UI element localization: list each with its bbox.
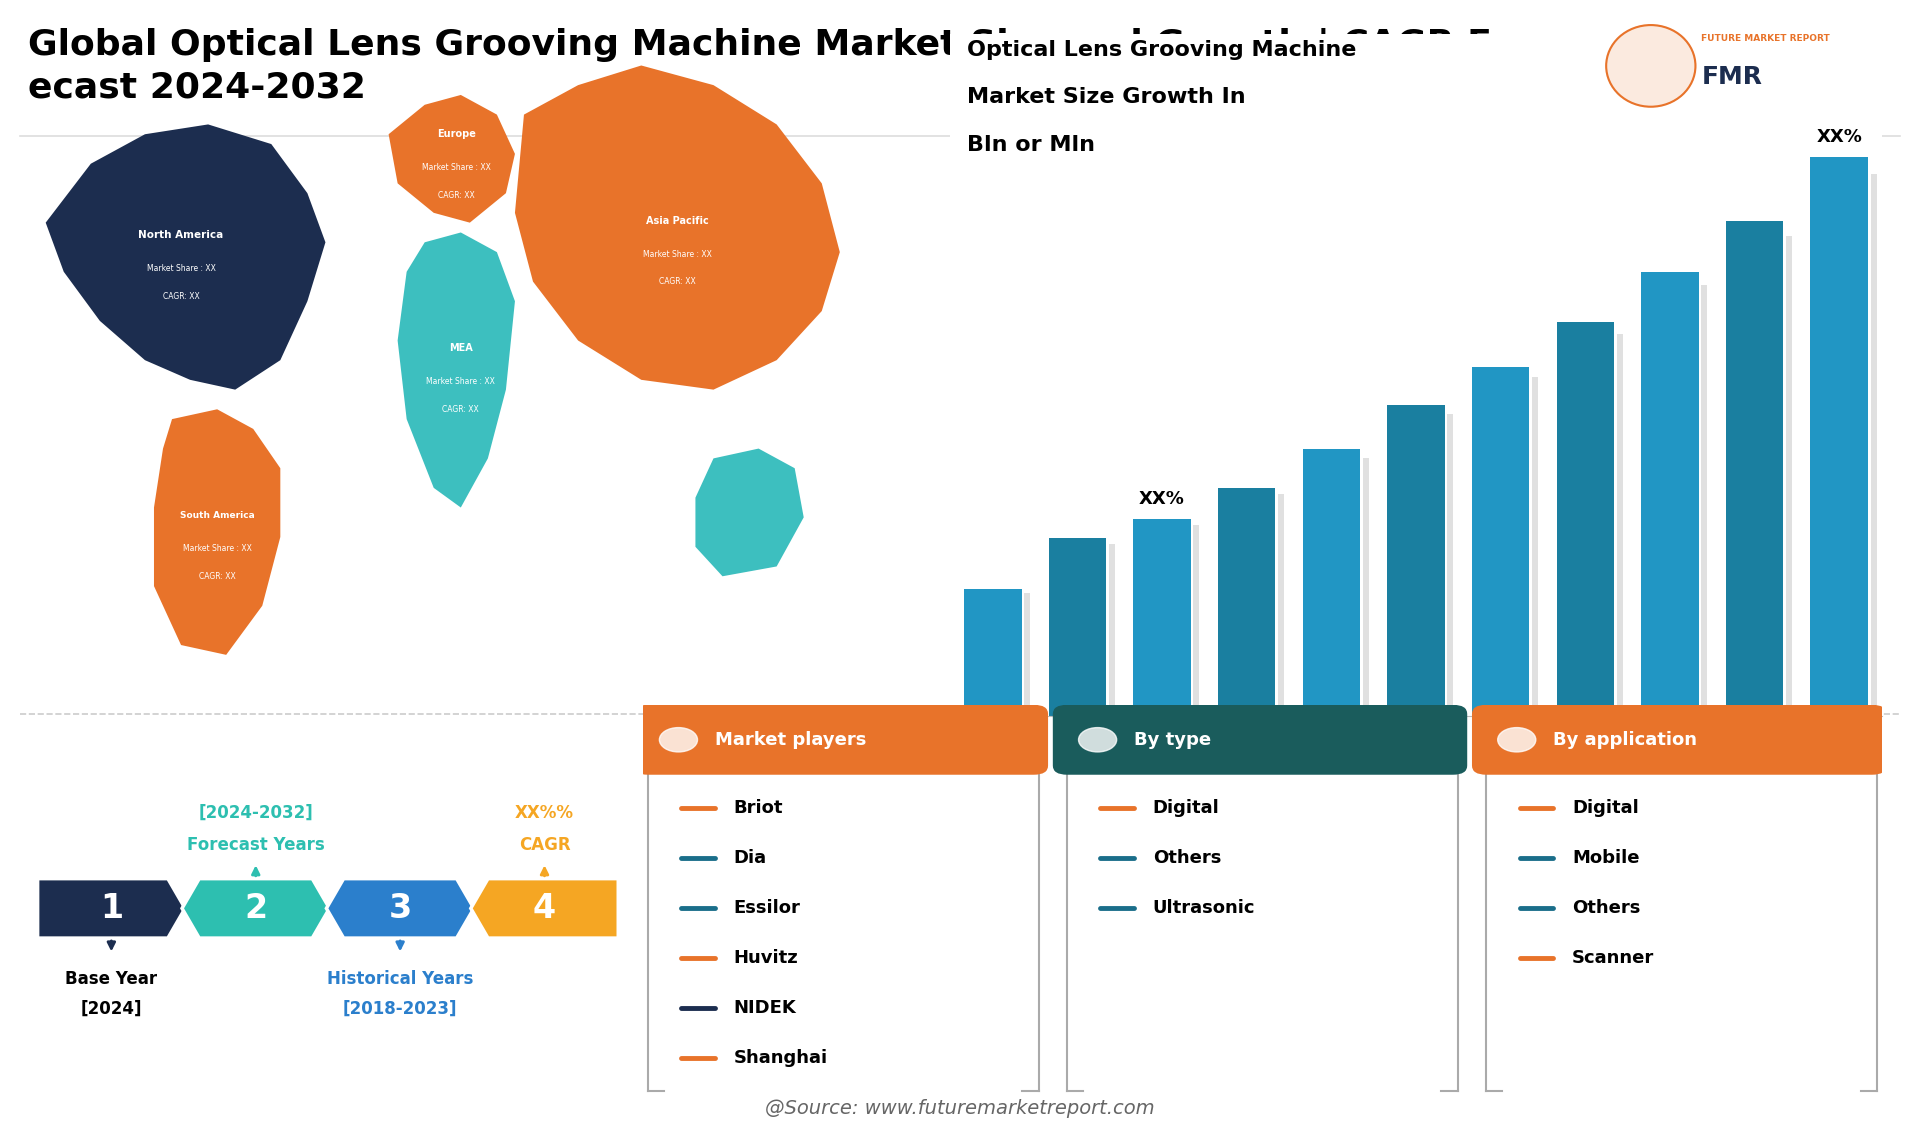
Text: XX%%: XX%% xyxy=(515,804,574,822)
Bar xyxy=(1279,494,1284,716)
Text: Huvitz: Huvitz xyxy=(733,949,799,967)
Text: Market Share : XX: Market Share : XX xyxy=(146,265,215,273)
Circle shape xyxy=(1079,728,1117,752)
Text: Forecast Years: Forecast Years xyxy=(186,837,324,855)
Text: 4: 4 xyxy=(534,892,557,925)
Text: [2024-2032]: [2024-2032] xyxy=(198,804,313,822)
Bar xyxy=(1363,457,1369,716)
Text: North America: North America xyxy=(138,230,225,241)
Bar xyxy=(1388,405,1444,716)
Text: 2: 2 xyxy=(244,892,267,925)
Polygon shape xyxy=(46,125,326,390)
Text: ecast 2024-2032: ecast 2024-2032 xyxy=(29,71,367,105)
Text: Historical Years: Historical Years xyxy=(326,971,474,989)
Bar xyxy=(1532,377,1538,716)
Bar xyxy=(1701,285,1707,716)
Text: Europe: Europe xyxy=(438,129,476,140)
Text: Shanghai: Shanghai xyxy=(733,1049,828,1067)
Text: CAGR: XX: CAGR: XX xyxy=(163,292,200,300)
Polygon shape xyxy=(154,409,280,654)
Text: NIDEK: NIDEK xyxy=(733,998,797,1017)
Text: Market Share : XX: Market Share : XX xyxy=(426,377,495,386)
Text: Market players: Market players xyxy=(714,731,866,748)
Text: South America: South America xyxy=(180,511,255,520)
Bar xyxy=(1642,272,1699,716)
Text: Optical Lens Grooving Machine: Optical Lens Grooving Machine xyxy=(968,40,1357,60)
Text: Global Optical Lens Grooving Machine Market Size and Growth | CAGR For: Global Optical Lens Grooving Machine Mar… xyxy=(29,28,1532,64)
Bar xyxy=(1811,157,1868,716)
FancyBboxPatch shape xyxy=(634,705,1048,775)
Text: Market Size Growth In: Market Size Growth In xyxy=(968,87,1246,108)
Text: [2024]: [2024] xyxy=(81,1000,142,1018)
Text: CAGR: XX: CAGR: XX xyxy=(200,572,236,581)
Bar xyxy=(1133,519,1190,716)
Polygon shape xyxy=(695,448,804,576)
Text: CAGR: XX: CAGR: XX xyxy=(442,405,480,414)
Text: XX%: XX% xyxy=(1139,490,1185,508)
Text: Essilor: Essilor xyxy=(733,898,801,917)
Text: Dia: Dia xyxy=(733,849,766,868)
Bar xyxy=(1217,487,1275,716)
Text: CAGR: XX: CAGR: XX xyxy=(438,190,474,199)
Bar xyxy=(1023,592,1029,716)
Polygon shape xyxy=(182,879,330,939)
Polygon shape xyxy=(515,65,839,390)
Polygon shape xyxy=(388,95,515,222)
Text: FUTURE MARKET REPORT: FUTURE MARKET REPORT xyxy=(1701,34,1830,44)
Bar xyxy=(1473,367,1530,716)
Text: Market Share : XX: Market Share : XX xyxy=(182,544,252,554)
Text: 1: 1 xyxy=(100,892,123,925)
Bar xyxy=(1302,449,1359,716)
Text: [2018-2023]: [2018-2023] xyxy=(344,1000,457,1018)
Bar xyxy=(1448,415,1453,716)
Bar xyxy=(1048,539,1106,716)
Text: MEA: MEA xyxy=(449,344,472,353)
Text: Market Share : XX: Market Share : XX xyxy=(422,163,492,172)
Bar xyxy=(1870,174,1876,716)
Polygon shape xyxy=(397,233,515,508)
Text: Scanner: Scanner xyxy=(1572,949,1655,967)
Bar xyxy=(1108,543,1116,716)
Polygon shape xyxy=(470,879,618,939)
Text: By application: By application xyxy=(1553,731,1697,748)
Text: CAGR: CAGR xyxy=(518,837,570,855)
Text: Digital: Digital xyxy=(1152,799,1219,817)
Text: FMR: FMR xyxy=(1701,65,1763,88)
Text: Base Year: Base Year xyxy=(65,971,157,989)
Bar xyxy=(1557,322,1615,716)
Bar xyxy=(1194,525,1200,716)
Text: Asia Pacific: Asia Pacific xyxy=(645,215,708,226)
Text: Briot: Briot xyxy=(733,799,783,817)
Text: Others: Others xyxy=(1572,898,1640,917)
Text: Bln or Mln: Bln or Mln xyxy=(968,135,1094,155)
Bar xyxy=(1617,335,1622,716)
Text: By type: By type xyxy=(1135,731,1212,748)
Bar xyxy=(1726,221,1784,716)
Polygon shape xyxy=(326,879,474,939)
Circle shape xyxy=(1607,25,1695,107)
Text: @Source: www.futuremarketreport.com: @Source: www.futuremarketreport.com xyxy=(766,1099,1154,1118)
Text: Mobile: Mobile xyxy=(1572,849,1640,868)
Text: Others: Others xyxy=(1152,849,1221,868)
FancyBboxPatch shape xyxy=(1052,705,1467,775)
Text: Ultrasonic: Ultrasonic xyxy=(1152,898,1256,917)
Circle shape xyxy=(659,728,697,752)
FancyBboxPatch shape xyxy=(1473,705,1885,775)
Text: XX%: XX% xyxy=(1816,128,1862,146)
Text: Market Share : XX: Market Share : XX xyxy=(643,250,712,259)
Circle shape xyxy=(1498,728,1536,752)
Text: CAGR: XX: CAGR: XX xyxy=(659,277,695,286)
Bar xyxy=(964,589,1021,716)
Text: 3: 3 xyxy=(388,892,411,925)
Text: Digital: Digital xyxy=(1572,799,1640,817)
Polygon shape xyxy=(38,879,184,939)
Bar xyxy=(1786,236,1791,716)
